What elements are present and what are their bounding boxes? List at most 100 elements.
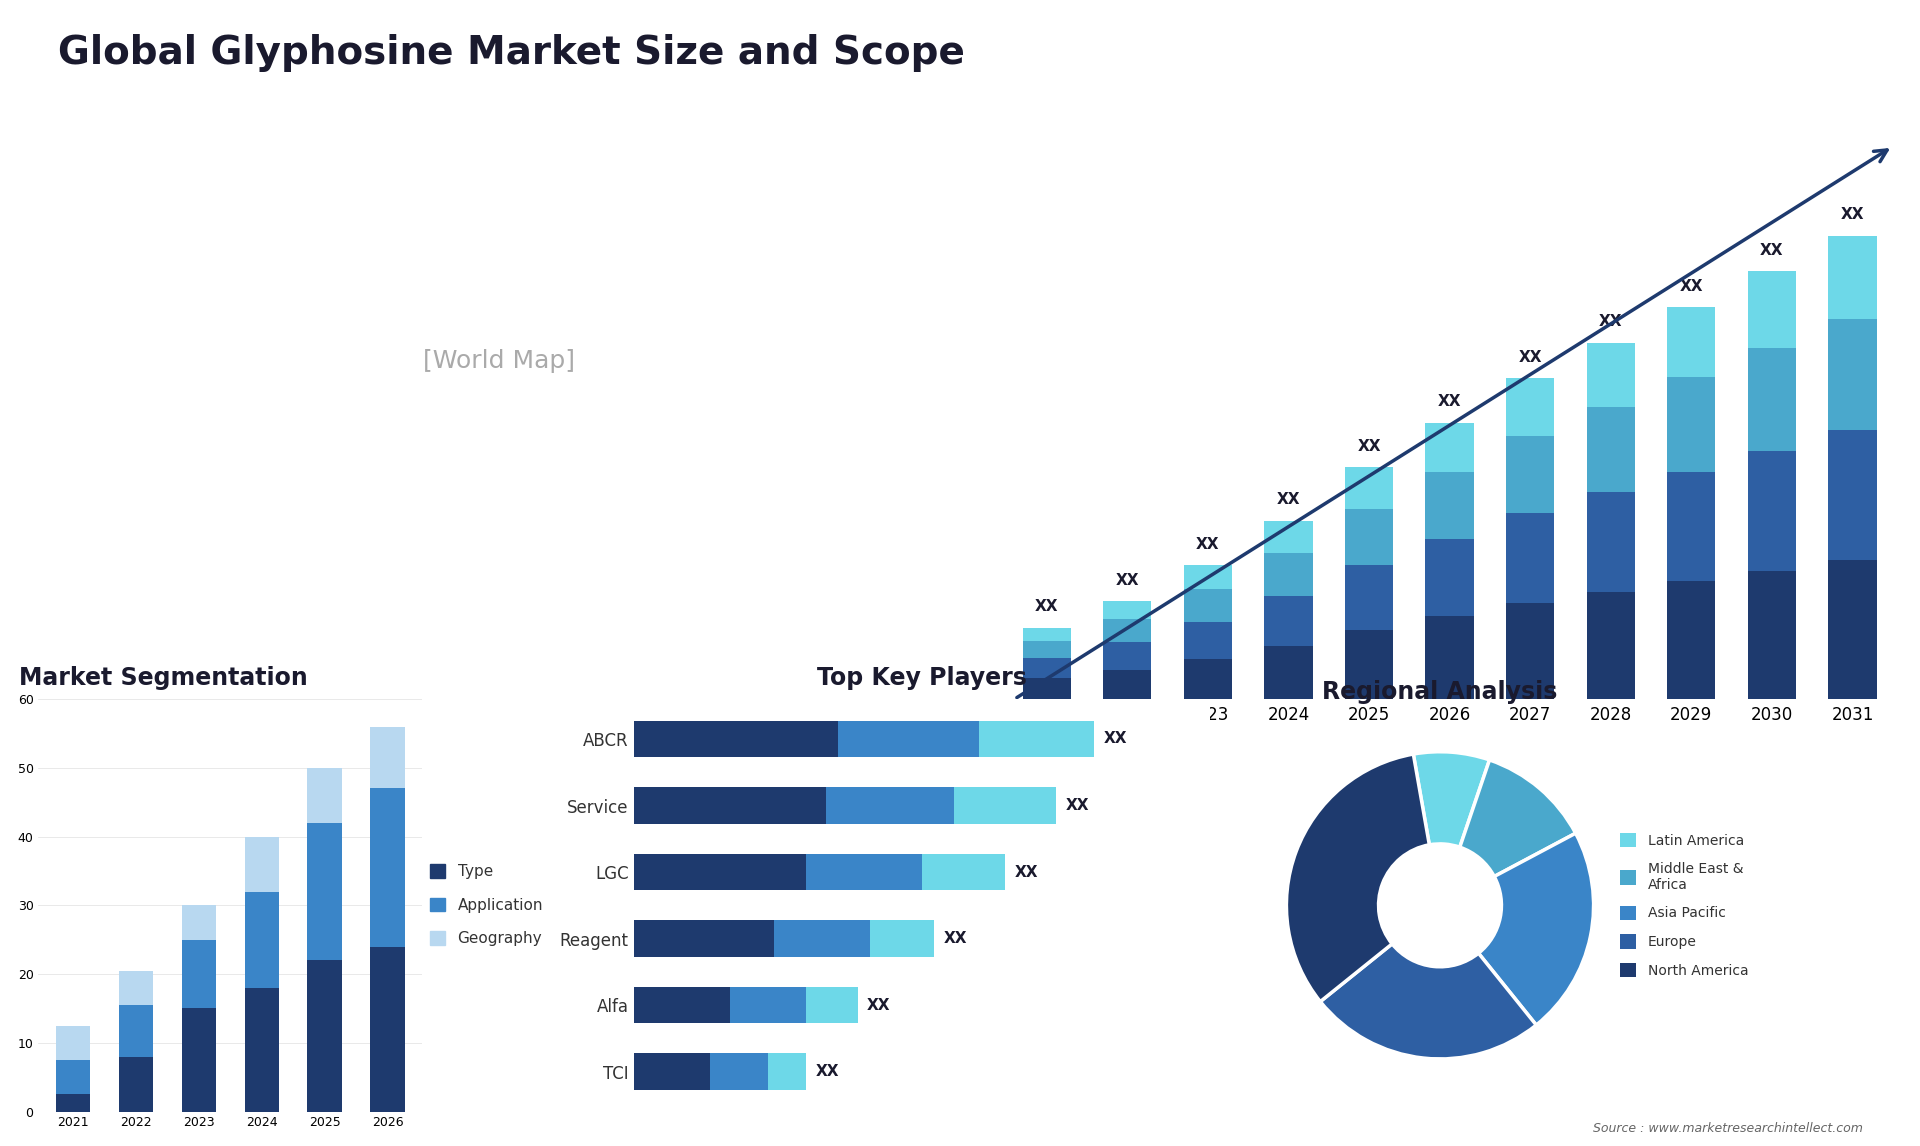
Bar (56, 1094, 90, 1112)
Text: XX: XX (1680, 278, 1703, 293)
Bar (1023, 677, 1071, 699)
Bar (922, 854, 1004, 890)
Bar (1667, 581, 1715, 699)
Bar (1747, 450, 1795, 571)
Legend: Type, Application, Geography: Type, Application, Geography (430, 864, 543, 947)
Bar (634, 987, 730, 1023)
Bar (1104, 642, 1152, 669)
Bar (1505, 513, 1555, 603)
Bar (1667, 377, 1715, 472)
Text: Source : www.marketresearchintellect.com: Source : www.marketresearchintellect.com (1592, 1122, 1862, 1135)
Bar (806, 854, 922, 890)
Bar (307, 960, 342, 1112)
Wedge shape (1286, 754, 1428, 1002)
Text: XX: XX (1014, 864, 1039, 880)
Bar (1828, 236, 1876, 319)
Text: XX: XX (1104, 731, 1127, 746)
Text: XX: XX (1035, 599, 1058, 614)
Title: Regional Analysis: Regional Analysis (1323, 681, 1557, 705)
Bar (1586, 592, 1636, 699)
Bar (1747, 272, 1795, 348)
Bar (954, 787, 1056, 824)
Bar (1344, 509, 1394, 565)
Bar (56, 1026, 90, 1060)
Bar (710, 1053, 768, 1090)
Bar (371, 788, 405, 947)
Bar (774, 920, 870, 957)
Bar (1185, 589, 1233, 621)
Text: XX: XX (816, 1065, 839, 1080)
Bar (1023, 658, 1071, 677)
Bar (806, 987, 858, 1023)
Title: Top Key Players: Top Key Players (816, 666, 1027, 690)
Text: XX: XX (1841, 207, 1864, 222)
Bar (1828, 430, 1876, 560)
Bar (182, 1008, 217, 1112)
Bar (244, 988, 278, 1112)
Bar (1586, 343, 1636, 407)
Bar (979, 721, 1094, 758)
Bar (1344, 565, 1394, 629)
Bar (634, 920, 774, 957)
Text: XX: XX (1519, 350, 1542, 364)
Bar (730, 987, 806, 1023)
Bar (1747, 571, 1795, 699)
Bar (1425, 423, 1475, 472)
Bar (1344, 629, 1394, 699)
Wedge shape (1478, 833, 1594, 1025)
Bar (1828, 560, 1876, 699)
Bar (1505, 378, 1555, 435)
Text: XX: XX (1196, 537, 1219, 552)
Text: Market Segmentation: Market Segmentation (19, 666, 307, 690)
Text: XX: XX (1277, 493, 1300, 508)
Bar (634, 721, 839, 758)
Bar (119, 1005, 154, 1057)
Text: XX: XX (1066, 798, 1089, 813)
Text: XX: XX (1116, 573, 1139, 588)
Wedge shape (1321, 944, 1536, 1059)
Bar (839, 721, 979, 758)
Bar (1586, 407, 1636, 493)
Bar (1505, 603, 1555, 699)
Bar (1425, 617, 1475, 699)
Bar (826, 787, 954, 824)
Text: XX: XX (868, 998, 891, 1013)
Bar (634, 854, 806, 890)
Bar (1263, 552, 1313, 596)
Bar (1185, 659, 1233, 699)
Bar (1104, 619, 1152, 642)
Bar (634, 787, 826, 824)
Text: XX: XX (1357, 439, 1380, 454)
Bar (1185, 565, 1233, 589)
Bar (1667, 472, 1715, 581)
Bar (1505, 435, 1555, 513)
Bar (307, 823, 342, 960)
Bar (371, 947, 405, 1112)
Bar (182, 905, 217, 940)
Legend: Latin America, Middle East &
Africa, Asia Pacific, Europe, North America: Latin America, Middle East & Africa, Asi… (1620, 833, 1747, 978)
Bar (371, 727, 405, 788)
Text: Global Glyphosine Market Size and Scope: Global Glyphosine Market Size and Scope (58, 34, 964, 72)
Wedge shape (1413, 752, 1490, 847)
Text: XX: XX (1438, 394, 1461, 409)
Text: XX: XX (1599, 314, 1622, 329)
Text: XX: XX (1761, 243, 1784, 258)
Bar (119, 1057, 154, 1112)
Bar (244, 892, 278, 988)
Bar (1667, 307, 1715, 377)
Bar (1023, 628, 1071, 641)
Bar (1828, 319, 1876, 430)
Wedge shape (1459, 760, 1576, 877)
Bar (1425, 472, 1475, 539)
Bar (870, 920, 935, 957)
Bar (1104, 601, 1152, 619)
Bar (1344, 468, 1394, 509)
Text: XX: XX (945, 931, 968, 947)
Bar (1263, 520, 1313, 552)
Bar (1425, 539, 1475, 617)
Bar (768, 1053, 806, 1090)
Bar (182, 940, 217, 1008)
Bar (56, 1060, 90, 1094)
Bar (1263, 645, 1313, 699)
Bar (634, 1053, 710, 1090)
